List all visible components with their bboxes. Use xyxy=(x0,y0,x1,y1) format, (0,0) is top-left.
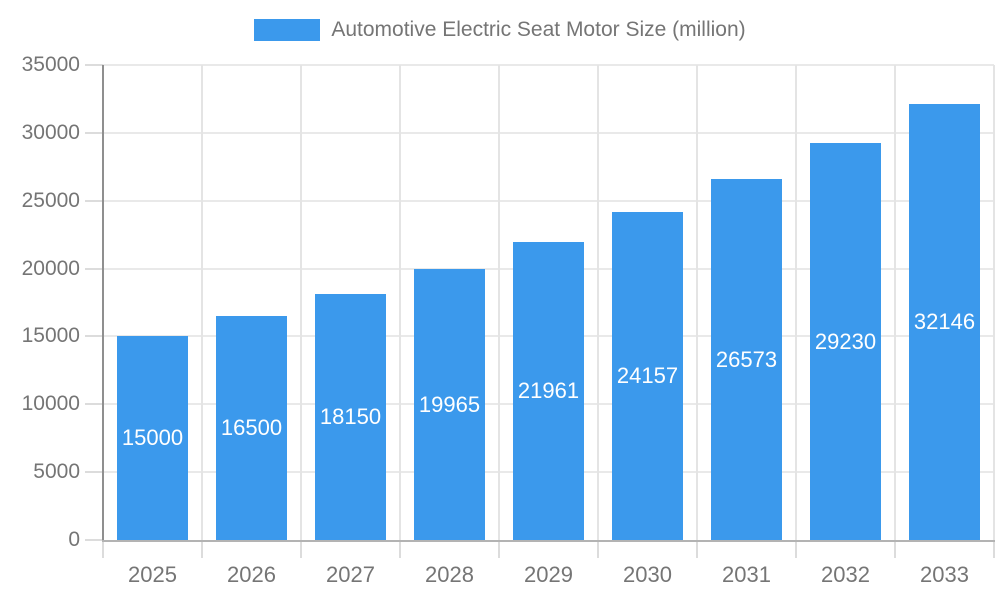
bar-2031[interactable] xyxy=(711,179,782,540)
bar-value-label: 19965 xyxy=(418,391,481,417)
bar-2028[interactable] xyxy=(414,269,485,540)
x-axis-label: 2033 xyxy=(920,562,969,587)
x-axis-line xyxy=(102,540,995,542)
y-axis-label: 5000 xyxy=(33,460,80,484)
bar-value-label: 15000 xyxy=(121,425,184,451)
y-tick xyxy=(85,539,103,541)
y-axis-label: 35000 xyxy=(21,53,80,76)
x-tick xyxy=(300,541,302,558)
y-axis-line xyxy=(102,65,104,542)
bar-2029[interactable] xyxy=(513,241,584,540)
y-axis-label: 15000 xyxy=(21,324,80,348)
y-tick xyxy=(85,471,103,474)
y-axis-label: 20000 xyxy=(21,256,80,280)
bar-value-label: 16500 xyxy=(220,415,283,441)
x-axis-label: 2030 xyxy=(623,562,672,587)
x-axis-label: 2028 xyxy=(425,562,474,587)
v-gridline xyxy=(300,65,302,540)
v-gridline xyxy=(201,65,203,540)
x-axis-label: 2031 xyxy=(722,562,771,587)
bar-2026[interactable] xyxy=(216,316,287,540)
y-axis-label: 30000 xyxy=(21,120,80,144)
x-axis-label: 2029 xyxy=(524,562,573,587)
legend-swatch xyxy=(254,19,321,41)
legend: Automotive Electric Seat Motor Size (mil… xyxy=(0,18,1000,42)
y-tick xyxy=(85,64,103,66)
x-tick xyxy=(894,541,896,558)
y-tick xyxy=(85,403,103,406)
y-tick xyxy=(85,199,103,202)
h-gridline xyxy=(103,131,994,134)
x-tick xyxy=(597,541,599,558)
v-gridline xyxy=(696,65,698,540)
x-tick xyxy=(201,541,203,558)
x-tick xyxy=(696,541,698,558)
bar-value-label: 18150 xyxy=(319,403,382,429)
v-gridline xyxy=(894,65,896,540)
x-axis-label: 2026 xyxy=(227,562,276,587)
x-tick xyxy=(102,541,104,558)
x-tick xyxy=(795,541,797,558)
h-gridline xyxy=(103,64,994,66)
v-gridline xyxy=(597,65,599,540)
y-axis-label: 0 xyxy=(68,528,80,551)
legend-item[interactable]: Automotive Electric Seat Motor Size (mil… xyxy=(254,18,746,42)
x-axis-label: 2027 xyxy=(326,562,375,587)
y-tick xyxy=(85,131,103,134)
v-gridline xyxy=(399,65,401,540)
x-axis-label: 2025 xyxy=(128,562,177,587)
v-gridline xyxy=(993,65,995,540)
y-tick xyxy=(85,335,103,338)
bar-value-label: 32146 xyxy=(913,308,976,334)
y-axis-label: 25000 xyxy=(21,188,80,212)
v-gridline xyxy=(498,65,500,540)
bar-2027[interactable] xyxy=(315,293,386,540)
y-tick xyxy=(85,267,103,270)
legend-label: Automotive Electric Seat Motor Size (mil… xyxy=(331,18,746,41)
bar-2032[interactable] xyxy=(810,143,881,540)
x-tick xyxy=(399,541,401,558)
v-gridline xyxy=(795,65,797,540)
x-axis-label: 2032 xyxy=(821,562,870,587)
x-tick xyxy=(498,541,500,558)
bar-value-label: 21961 xyxy=(517,377,580,403)
bar-value-label: 26573 xyxy=(715,346,778,372)
y-axis-label: 10000 xyxy=(21,392,80,416)
bar-value-label: 24157 xyxy=(616,363,679,389)
bar-2025[interactable] xyxy=(117,336,188,540)
bar-2033[interactable] xyxy=(909,103,980,540)
bar-value-label: 29230 xyxy=(814,328,877,354)
bar-2030[interactable] xyxy=(612,212,683,540)
h-gridline xyxy=(103,199,994,202)
x-tick xyxy=(993,541,995,558)
